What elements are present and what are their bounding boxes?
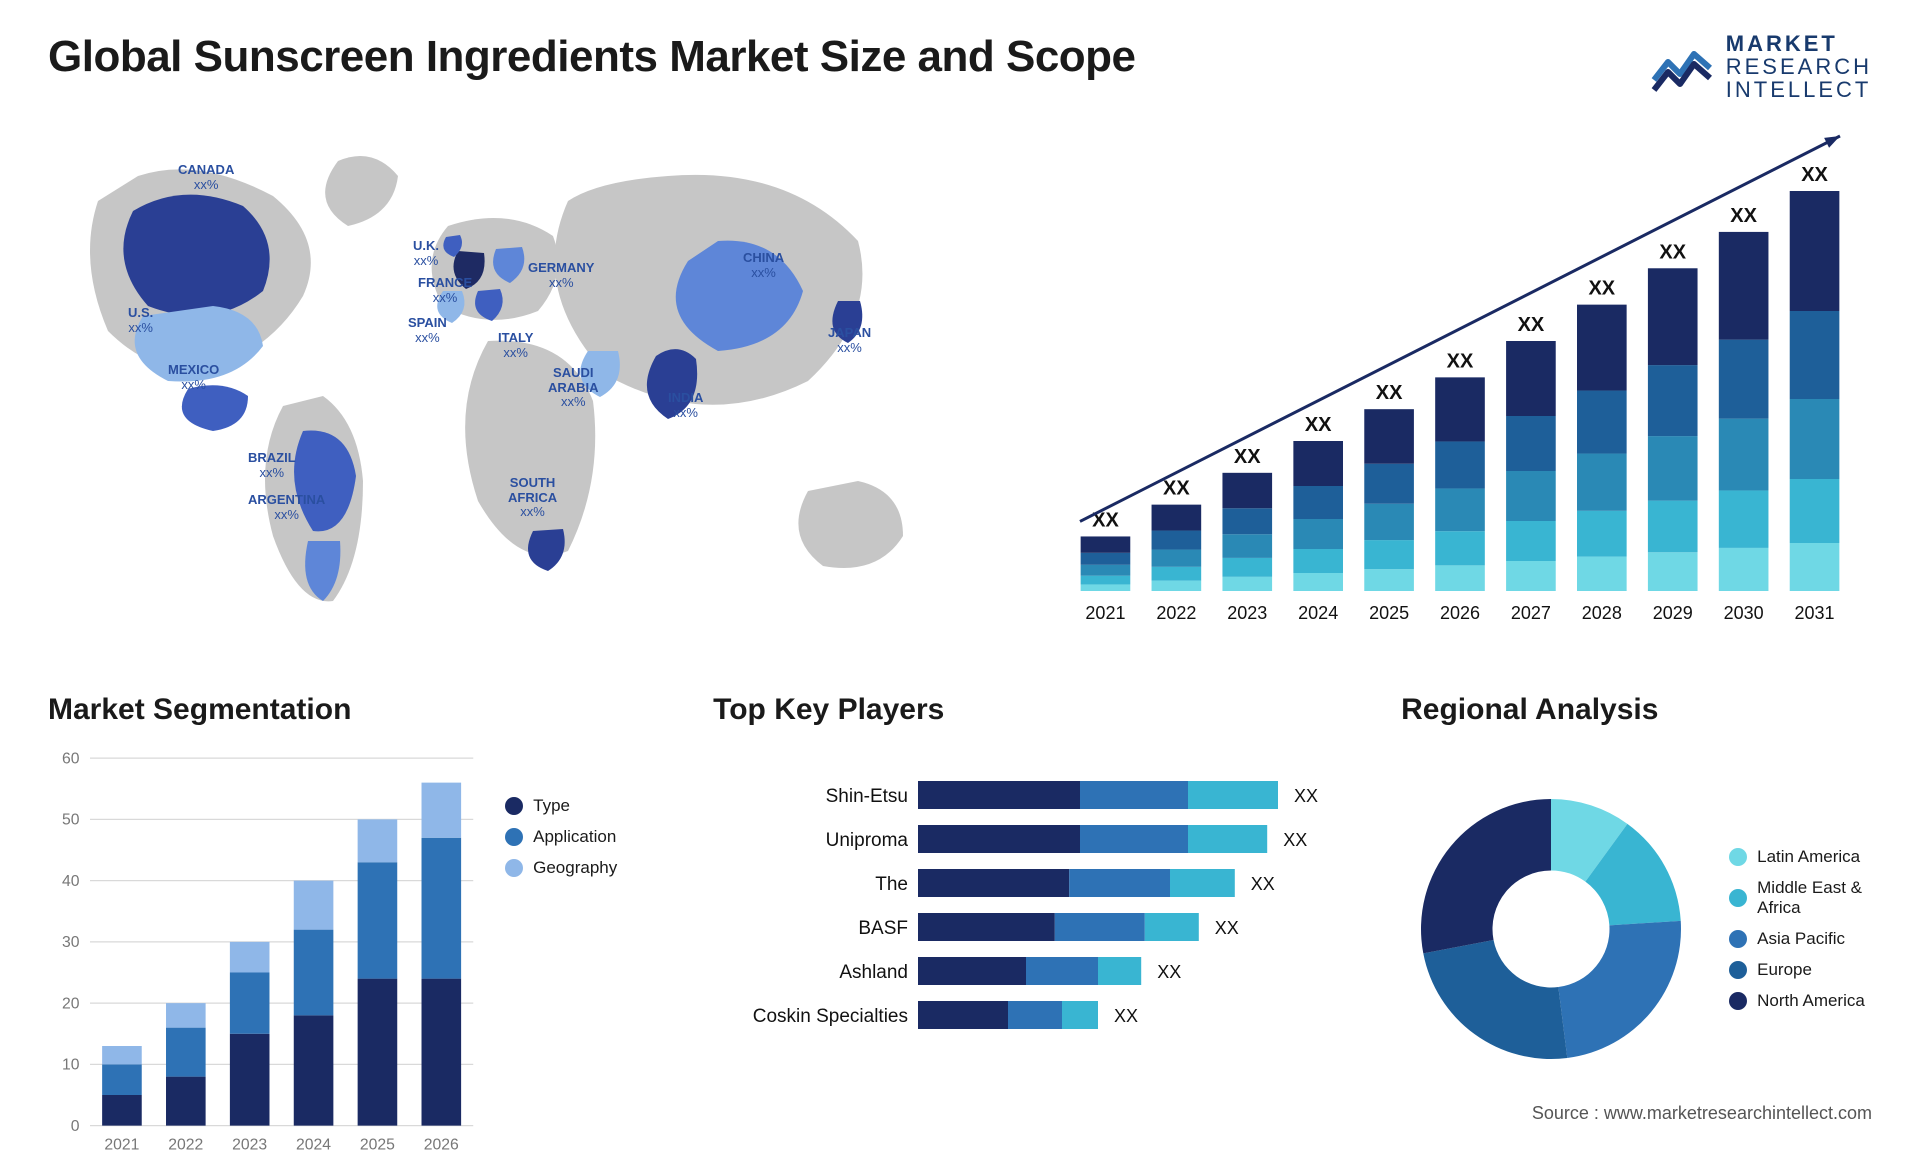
svg-text:2028: 2028 — [1582, 603, 1622, 623]
map-label: SPAINxx% — [408, 316, 447, 345]
svg-text:XX: XX — [1114, 1006, 1138, 1026]
svg-text:2030: 2030 — [1724, 603, 1764, 623]
svg-text:XX: XX — [1801, 164, 1828, 186]
map-label: SAUDIARABIAxx% — [548, 366, 599, 409]
regional-title: Regional Analysis — [1401, 693, 1872, 727]
svg-text:XX: XX — [1251, 874, 1275, 894]
logo-line-2: RESEARCH — [1726, 55, 1872, 78]
svg-text:XX: XX — [1215, 918, 1239, 938]
svg-text:XX: XX — [1283, 830, 1307, 850]
svg-text:2021: 2021 — [1085, 603, 1125, 623]
svg-text:Ashland: Ashland — [839, 962, 908, 983]
svg-text:XX: XX — [1305, 414, 1332, 436]
svg-text:XX: XX — [1376, 382, 1403, 404]
svg-text:2023: 2023 — [232, 1137, 267, 1154]
players-chart: Shin-Etsu XX Uniproma XX The XX BASF XX Ashland X… — [713, 745, 1353, 1113]
svg-text:XX: XX — [1163, 478, 1190, 500]
segmentation-title: Market Segmentation — [48, 693, 665, 727]
svg-text:2026: 2026 — [424, 1137, 459, 1154]
svg-text:20: 20 — [62, 996, 80, 1013]
svg-text:50: 50 — [62, 812, 80, 829]
map-label: FRANCExx% — [418, 276, 472, 305]
svg-text:BASF: BASF — [859, 918, 909, 939]
legend-item: Application — [505, 827, 665, 847]
svg-text:XX: XX — [1730, 205, 1757, 227]
svg-text:10: 10 — [62, 1057, 80, 1074]
regional-panel: Regional Analysis Latin America Middle Ea… — [1401, 693, 1872, 1113]
svg-text:XX: XX — [1294, 786, 1318, 806]
svg-text:XX: XX — [1447, 351, 1474, 373]
svg-text:XX: XX — [1659, 242, 1686, 264]
svg-text:0: 0 — [71, 1118, 80, 1135]
svg-text:2024: 2024 — [1298, 603, 1338, 623]
map-label: GERMANYxx% — [528, 261, 594, 290]
svg-text:2025: 2025 — [1369, 603, 1409, 623]
svg-text:2021: 2021 — [104, 1137, 139, 1154]
segmentation-panel: Market Segmentation 01020304050602021202… — [48, 693, 665, 1113]
segmentation-legend: Type Application Geography — [505, 745, 665, 1165]
map-label: CHINAxx% — [743, 251, 784, 280]
regional-legend: Latin America Middle East & Africa Asia Pa… — [1729, 836, 1872, 1022]
map-label: INDIAxx% — [668, 391, 703, 420]
legend-item: North America — [1729, 991, 1872, 1011]
svg-text:XX: XX — [1234, 446, 1261, 468]
map-label: CANADAxx% — [178, 163, 234, 192]
svg-text:2025: 2025 — [360, 1137, 395, 1154]
svg-text:2029: 2029 — [1653, 603, 1693, 623]
world-map-panel: CANADAxx% U.S.xx% MEXICOxx% BRAZILxx% ARGENT… — [48, 131, 968, 651]
map-label: U.K.xx% — [413, 239, 439, 268]
legend-item: Type — [505, 796, 665, 816]
legend-item: Middle East & Africa — [1729, 878, 1872, 918]
svg-text:2027: 2027 — [1511, 603, 1551, 623]
svg-text:2022: 2022 — [1156, 603, 1196, 623]
svg-text:60: 60 — [62, 751, 80, 768]
svg-text:Shin-Etsu: Shin-Etsu — [826, 786, 908, 807]
legend-item: Europe — [1729, 960, 1872, 980]
svg-text:2022: 2022 — [168, 1137, 203, 1154]
regional-donut — [1401, 779, 1701, 1079]
players-panel: Top Key Players Shin-Etsu XX Uniproma XX The… — [713, 693, 1353, 1113]
logo-icon — [1650, 40, 1714, 94]
map-label: ARGENTINAxx% — [248, 493, 325, 522]
legend-item: Geography — [505, 858, 665, 878]
svg-text:2026: 2026 — [1440, 603, 1480, 623]
svg-text:2031: 2031 — [1795, 603, 1835, 623]
svg-text:40: 40 — [62, 873, 80, 890]
legend-item: Latin America — [1729, 847, 1872, 867]
svg-text:XX: XX — [1518, 314, 1545, 336]
growth-chart-panel: XX 2021 XX 2022 XX 2023 XX 2024 XX 2025 XX 2026 XX 20… — [1028, 131, 1872, 651]
svg-text:30: 30 — [62, 934, 80, 951]
svg-text:Coskin Specialties: Coskin Specialties — [753, 1006, 908, 1027]
players-title: Top Key Players — [713, 693, 1353, 727]
map-label: BRAZILxx% — [248, 451, 296, 480]
map-label: SOUTHAFRICAxx% — [508, 476, 557, 519]
svg-text:XX: XX — [1588, 278, 1615, 300]
logo-line-1: MARKET — [1726, 32, 1872, 55]
svg-text:The: The — [875, 874, 908, 895]
map-label: U.S.xx% — [128, 306, 153, 335]
legend-item: Asia Pacific — [1729, 929, 1872, 949]
map-label: ITALYxx% — [498, 331, 533, 360]
logo-line-3: INTELLECT — [1726, 78, 1872, 101]
svg-text:Uniproma: Uniproma — [826, 830, 909, 851]
svg-text:XX: XX — [1157, 962, 1181, 982]
brand-logo: MARKET RESEARCH INTELLECT — [1650, 32, 1872, 101]
map-label: JAPANxx% — [828, 326, 871, 355]
segmentation-chart: 0 10 20 30 40 50 60 2021 2022 2023 2024 2025 2026 — [48, 745, 481, 1165]
map-label: MEXICOxx% — [168, 363, 219, 392]
svg-text:2023: 2023 — [1227, 603, 1267, 623]
source-attribution: Source : www.marketresearchintellect.com — [1532, 1103, 1872, 1124]
growth-chart: XX 2021 XX 2022 XX 2023 XX 2024 XX 2025 XX 2026 XX 20… — [1028, 131, 1872, 651]
page-title: Global Sunscreen Ingredients Market Size… — [48, 32, 1136, 82]
svg-text:2024: 2024 — [296, 1137, 331, 1154]
